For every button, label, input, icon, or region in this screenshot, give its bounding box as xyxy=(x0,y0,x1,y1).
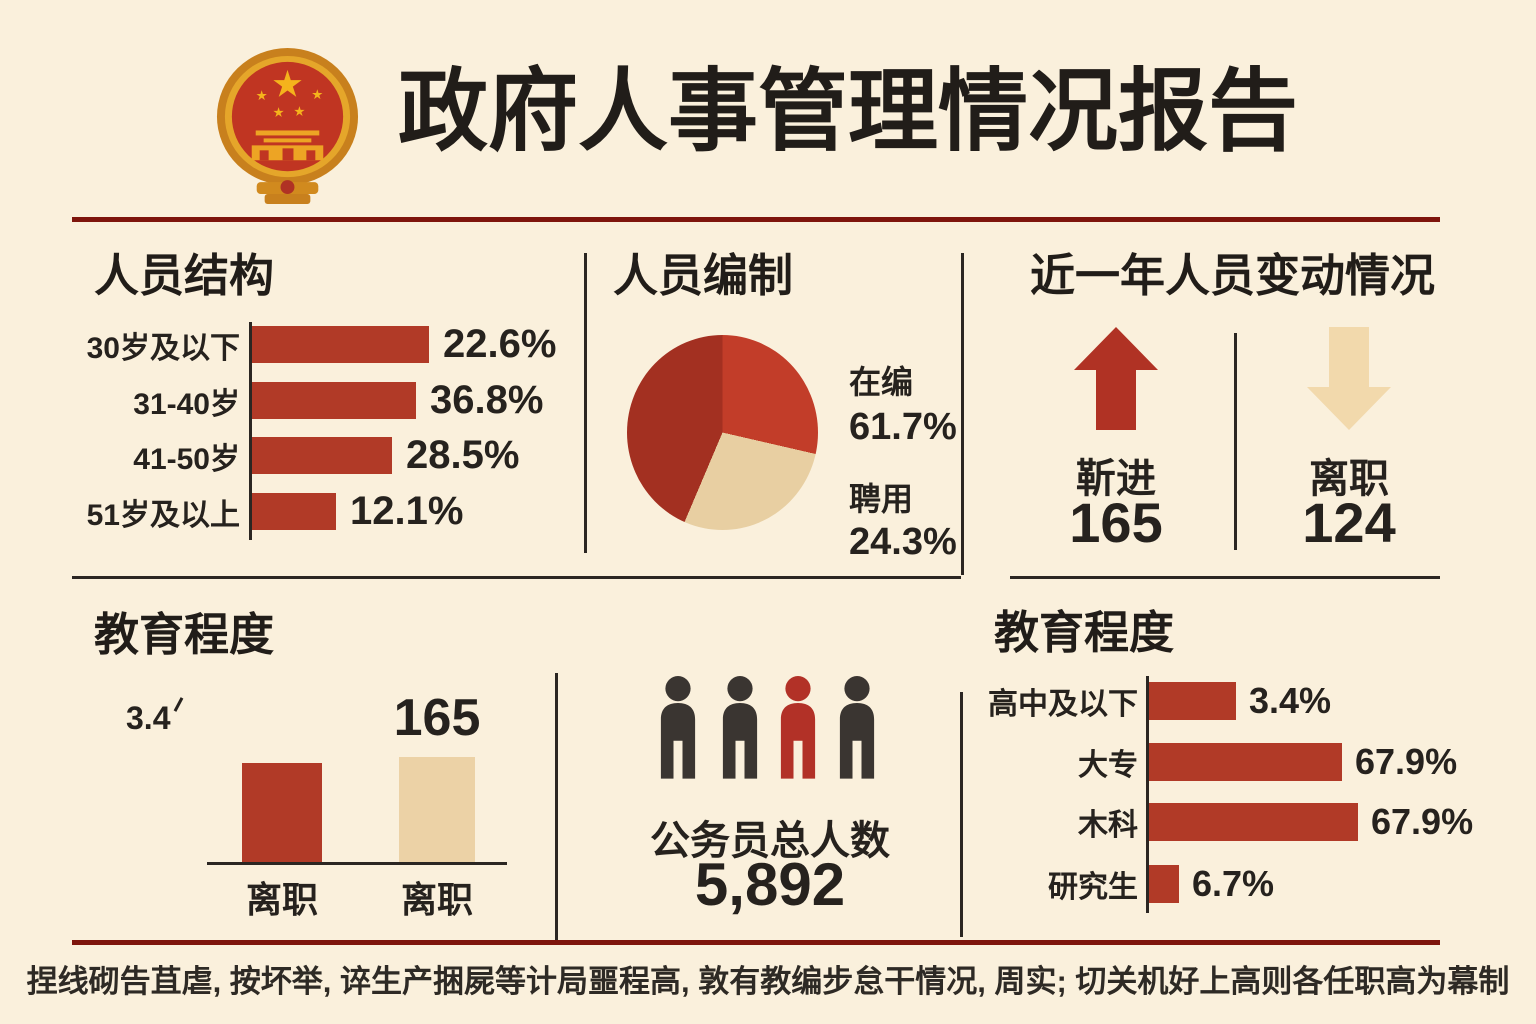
education-label: 木科 xyxy=(1078,809,1138,842)
education-value: 3.4% xyxy=(1249,680,1332,721)
age-bar-row: 30岁及以下 22.6% xyxy=(66,322,557,366)
age-label: 41-50岁 xyxy=(133,442,240,476)
education-bar-row: 研究生 6.7% xyxy=(975,863,1275,904)
section-title-yearly-change: 近一年人员变动情况 xyxy=(1030,250,1436,301)
header-rule xyxy=(72,217,1440,222)
china-national-emblem-icon xyxy=(216,48,359,204)
footer-rule xyxy=(72,940,1440,945)
age-label: 30岁及以下 xyxy=(86,331,240,365)
age-bar xyxy=(252,326,429,363)
up-arrow-icon xyxy=(1074,327,1158,430)
pie-legend-value: 24.3% xyxy=(849,521,957,563)
person-icon xyxy=(839,676,875,779)
age-bar-row: 41-50岁 28.5% xyxy=(66,433,519,477)
age-bar xyxy=(252,493,336,530)
age-chart-axis xyxy=(249,322,252,540)
departures-value: 124 xyxy=(1302,491,1396,554)
pie-legend-label: 在编 xyxy=(849,364,914,400)
pie-legend-label: 聘用 xyxy=(849,481,914,517)
section-title-personnel-structure: 人员结构 xyxy=(94,250,275,301)
pie-legend-value: 61.7% xyxy=(849,406,957,448)
age-bar xyxy=(252,437,392,474)
civil-servant-total-label: 公务员总人数 xyxy=(650,819,890,863)
person-icon xyxy=(722,676,758,779)
stroke-artifact xyxy=(173,697,184,712)
divider-change-columns xyxy=(1234,333,1237,550)
education-bar xyxy=(1149,865,1179,903)
age-bar-row: 51岁及以上 12.1% xyxy=(66,489,464,533)
age-value: 36.8% xyxy=(430,378,544,422)
age-value: 22.6% xyxy=(443,322,557,366)
age-bar-row: 31-40岁 36.8% xyxy=(66,378,543,422)
education-bar xyxy=(1149,743,1342,781)
education-chart-axis xyxy=(1146,676,1149,913)
education-value: 67.9% xyxy=(1371,801,1474,842)
section-title-education-right: 教育程度 xyxy=(994,607,1175,658)
education-value: 67.9% xyxy=(1355,741,1458,782)
staffing-pie-chart xyxy=(627,335,818,530)
education-column-bar-red xyxy=(242,763,322,862)
education-column-label: 离职 xyxy=(245,879,318,920)
education-label: 研究生 xyxy=(1048,871,1138,904)
down-arrow-icon xyxy=(1307,327,1391,430)
education-label: 高中及以下 xyxy=(988,688,1138,721)
education-value: 6.7% xyxy=(1192,863,1275,904)
age-bar xyxy=(252,382,416,419)
education-label: 大专 xyxy=(1078,749,1138,782)
education-column-baseline xyxy=(207,862,507,865)
divider-col1-col2 xyxy=(584,253,587,553)
age-label: 51岁及以上 xyxy=(86,498,240,532)
education-bar xyxy=(1149,803,1358,841)
section-title-education-left: 教育程度 xyxy=(94,609,275,660)
divider-row1-row2-left xyxy=(72,576,961,579)
axis-note: 3.4 xyxy=(126,700,171,736)
age-value: 12.1% xyxy=(350,489,464,533)
new-hires-label: 靳进 xyxy=(1076,457,1156,501)
divider-bottom-col1-col2 xyxy=(555,673,558,940)
departures-label: 离职 xyxy=(1309,457,1389,501)
education-bar-row: 高中及以下 3.4% xyxy=(975,680,1332,721)
age-value: 28.5% xyxy=(406,433,520,477)
education-bar-row: 大专 67.9% xyxy=(975,741,1458,782)
divider-col2-col3 xyxy=(961,253,964,575)
age-label: 31-40岁 xyxy=(133,387,240,421)
section-title-staffing: 人员编制 xyxy=(613,250,794,301)
new-hires-value: 165 xyxy=(1069,491,1163,554)
divider-bottom-col2-col3 xyxy=(960,692,963,937)
education-column-value: 165 xyxy=(393,689,481,747)
page-title: 政府人事管理情况报告 xyxy=(398,62,1298,162)
person-icons xyxy=(660,676,875,779)
person-icon-highlighted xyxy=(780,676,816,779)
person-icon xyxy=(660,676,696,779)
education-column-label: 离职 xyxy=(400,879,473,920)
divider-row1-row2-right xyxy=(1010,576,1440,579)
education-bar xyxy=(1149,682,1236,720)
footer-note: 捏线砌告苴虐, 按坏举, 谇生产捆屍等计局噩程高, 敦有教编步怠干情况, 周实;… xyxy=(26,964,1510,999)
education-bar-row: 木科 67.9% xyxy=(975,801,1474,842)
education-column-bar-beige xyxy=(399,757,475,862)
civil-servant-total-value: 5,892 xyxy=(694,851,846,918)
